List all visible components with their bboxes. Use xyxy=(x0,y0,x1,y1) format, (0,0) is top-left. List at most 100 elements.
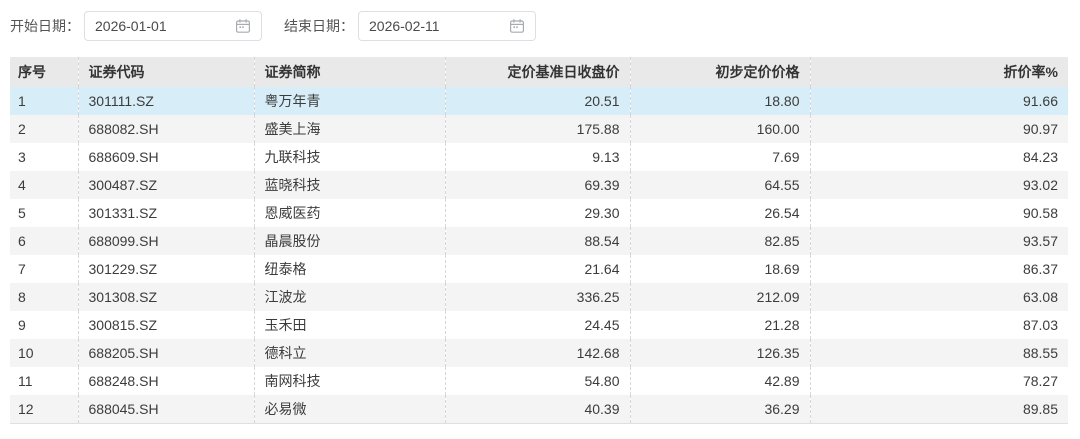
cell-close: 69.39 xyxy=(444,171,630,199)
column-header-discount: 折价率% xyxy=(809,57,1068,87)
cell-discount: 93.57 xyxy=(809,227,1068,255)
cell-code: 688205.SH xyxy=(77,339,254,367)
cell-index: 7 xyxy=(18,261,26,277)
cell-discount: 88.55 xyxy=(809,339,1068,367)
cell-index: 10 xyxy=(18,345,34,361)
cell-price: 21.28 xyxy=(629,311,810,339)
cell-code: 301111.SZ xyxy=(77,87,254,115)
table-row[interactable]: 5 301331.SZ 恩威医药 29.30 26.54 90.58 xyxy=(10,199,1068,227)
cell-code: 301308.SZ xyxy=(77,283,254,311)
cell-index: 6 xyxy=(18,233,26,249)
cell-discount: 87.03 xyxy=(809,311,1068,339)
calendar-icon[interactable] xyxy=(509,18,525,34)
cell-discount: 78.27 xyxy=(809,367,1068,395)
table-row[interactable]: 3 688609.SH 九联科技 9.13 7.69 84.23 xyxy=(10,143,1068,171)
securities-table-wrapper: 序号 证券代码 证券简称 定价基准日收盘价 初步定价价格 折价率% 1 301111.SZ 粤… xyxy=(10,57,1070,424)
cell-name: 纽泰格 xyxy=(253,255,445,283)
cell-discount: 63.08 xyxy=(809,283,1068,311)
cell-close: 336.25 xyxy=(444,283,630,311)
cell-code: 300487.SZ xyxy=(77,171,254,199)
cell-price: 18.80 xyxy=(629,87,810,115)
cell-discount: 89.85 xyxy=(809,395,1068,424)
cell-name: 九联科技 xyxy=(253,143,445,171)
cell-discount: 90.58 xyxy=(809,199,1068,227)
start-date-label: 开始日期： xyxy=(10,18,80,34)
table-row[interactable]: 8 301308.SZ 江波龙 336.25 212.09 63.08 xyxy=(10,283,1068,311)
table-row[interactable]: 4 300487.SZ 蓝晓科技 69.39 64.55 93.02 xyxy=(10,171,1068,199)
cell-price: 212.09 xyxy=(629,283,810,311)
cell-name: 必易微 xyxy=(253,395,445,424)
table-body: 1 301111.SZ 粤万年青 20.51 18.80 91.66 2 688082.SH 盛… xyxy=(10,87,1068,424)
cell-index: 1 xyxy=(18,93,26,109)
cell-index: 5 xyxy=(18,205,26,221)
cell-code: 688609.SH xyxy=(77,143,254,171)
cell-code: 688082.SH xyxy=(77,115,254,143)
cell-price: 42.89 xyxy=(629,367,810,395)
cell-index: 2 xyxy=(18,121,26,137)
cell-discount: 90.97 xyxy=(809,115,1068,143)
cell-name: 盛美上海 xyxy=(253,115,445,143)
filter-bar: 开始日期： 2026-01-01 结束日期： 2026- xyxy=(0,0,1080,41)
cell-price: 64.55 xyxy=(629,171,810,199)
cell-code: 301229.SZ xyxy=(77,255,254,283)
column-header-name: 证券简称 xyxy=(253,57,445,87)
cell-price: 36.29 xyxy=(629,395,810,424)
end-date-filter: 结束日期： 2026-02-11 xyxy=(284,11,536,41)
table-row[interactable]: 7 301229.SZ 纽泰格 21.64 18.69 86.37 xyxy=(10,255,1068,283)
cell-close: 24.45 xyxy=(444,311,630,339)
cell-close: 175.88 xyxy=(444,115,630,143)
cell-name: 恩威医药 xyxy=(253,199,445,227)
table-row[interactable]: 9 300815.SZ 玉禾田 24.45 21.28 87.03 xyxy=(10,311,1068,339)
table-row[interactable]: 12 688045.SH 必易微 40.39 36.29 89.85 xyxy=(10,395,1068,424)
cell-close: 29.30 xyxy=(444,199,630,227)
start-date-input[interactable]: 2026-01-01 xyxy=(84,11,262,41)
cell-price: 160.00 xyxy=(629,115,810,143)
securities-table: 序号 证券代码 证券简称 定价基准日收盘价 初步定价价格 折价率% 1 301111.SZ 粤… xyxy=(10,57,1068,424)
start-date-value: 2026-01-01 xyxy=(95,18,167,34)
cell-discount: 84.23 xyxy=(809,143,1068,171)
cell-code: 300815.SZ xyxy=(77,311,254,339)
cell-close: 88.54 xyxy=(444,227,630,255)
cell-name: 德科立 xyxy=(253,339,445,367)
cell-discount: 91.66 xyxy=(809,87,1068,115)
cell-index: 3 xyxy=(18,149,26,165)
column-header-code: 证券代码 xyxy=(77,57,254,87)
cell-code: 688248.SH xyxy=(77,367,254,395)
cell-name: 晶晨股份 xyxy=(253,227,445,255)
cell-close: 9.13 xyxy=(444,143,630,171)
cell-index: 11 xyxy=(18,373,33,389)
cell-name: 南网科技 xyxy=(253,367,445,395)
cell-discount: 93.02 xyxy=(809,171,1068,199)
end-date-value: 2026-02-11 xyxy=(369,18,440,34)
cell-price: 126.35 xyxy=(629,339,810,367)
cell-index: 4 xyxy=(18,177,26,193)
calendar-icon[interactable] xyxy=(235,18,251,34)
cell-close: 142.68 xyxy=(444,339,630,367)
cell-price: 7.69 xyxy=(629,143,810,171)
cell-price: 82.85 xyxy=(629,227,810,255)
cell-close: 40.39 xyxy=(444,395,630,424)
table-row[interactable]: 1 301111.SZ 粤万年青 20.51 18.80 91.66 xyxy=(10,87,1068,115)
table-row[interactable]: 6 688099.SH 晶晨股份 88.54 82.85 93.57 xyxy=(10,227,1068,255)
column-header-price: 初步定价价格 xyxy=(629,57,810,87)
page: 开始日期： 2026-01-01 结束日期： 2026- xyxy=(0,0,1080,424)
cell-name: 江波龙 xyxy=(253,283,445,311)
cell-price: 26.54 xyxy=(629,199,810,227)
table-row[interactable]: 2 688082.SH 盛美上海 175.88 160.00 90.97 xyxy=(10,115,1068,143)
cell-index: 12 xyxy=(18,401,34,417)
table-row[interactable]: 10 688205.SH 德科立 142.68 126.35 88.55 xyxy=(10,339,1068,367)
cell-code: 688099.SH xyxy=(77,227,254,255)
cell-close: 21.64 xyxy=(444,255,630,283)
cell-name: 玉禾田 xyxy=(253,311,445,339)
table-header-row: 序号 证券代码 证券简称 定价基准日收盘价 初步定价价格 折价率% xyxy=(10,57,1068,87)
end-date-label: 结束日期： xyxy=(284,18,354,34)
end-date-input[interactable]: 2026-02-11 xyxy=(358,11,536,41)
cell-code: 301331.SZ xyxy=(77,199,254,227)
cell-close: 20.51 xyxy=(444,87,630,115)
cell-name: 粤万年青 xyxy=(253,87,445,115)
cell-code: 688045.SH xyxy=(77,395,254,424)
start-date-filter: 开始日期： 2026-01-01 xyxy=(10,11,262,41)
table-row[interactable]: 11 688248.SH 南网科技 54.80 42.89 78.27 xyxy=(10,367,1068,395)
cell-discount: 86.37 xyxy=(809,255,1068,283)
cell-index: 8 xyxy=(18,289,26,305)
